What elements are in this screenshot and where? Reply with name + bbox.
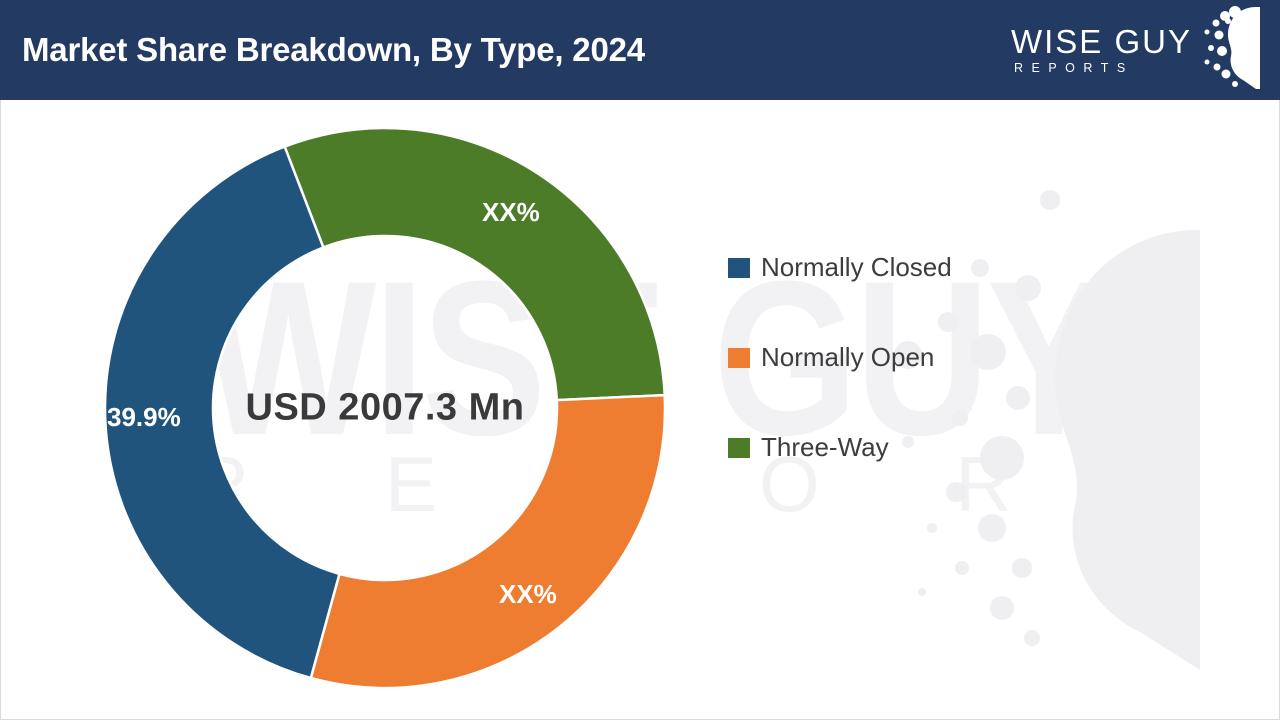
brand-logo-text: WISE GUY REPORTS — [1011, 25, 1192, 75]
legend-item-three-way: Three-Way — [728, 432, 952, 462]
brand-subtitle: REPORTS — [1013, 61, 1134, 76]
watermark-face-icon — [860, 140, 1200, 685]
donut-slice-normally-open — [309, 393, 667, 690]
donut-slice-normally-closed — [103, 145, 341, 680]
legend-swatch-normally-open — [728, 347, 750, 368]
legend-item-normally-closed: Normally Closed — [728, 252, 952, 282]
legend-swatch-three-way — [728, 437, 750, 458]
face-profile-icon — [1198, 5, 1260, 95]
donut-chart — [103, 126, 667, 690]
legend-swatch-normally-closed — [728, 257, 750, 278]
donut-slice-three-way — [283, 126, 666, 402]
background-watermark: WISE GUY R E P O R T S — [0, 100, 1280, 720]
brand-logo: WISE GUY REPORTS — [1011, 5, 1260, 95]
brand-name: WISE GUY — [1010, 23, 1192, 61]
legend-label-three-way: Three-Way — [761, 432, 889, 462]
legend-item-normally-open: Normally Open — [728, 342, 952, 372]
slice-label-normally-closed: 39.9% — [107, 402, 181, 432]
slice-label-normally-open: XX% — [499, 579, 557, 609]
chart-legend: Normally Closed Normally Open Three-Way — [728, 252, 952, 524]
page-title: Market Share Breakdown, By Type, 2024 — [22, 31, 645, 68]
header-bar: Market Share Breakdown, By Type, 2024 WI… — [0, 0, 1280, 100]
slice-label-three-way: XX% — [482, 197, 540, 227]
legend-label-normally-closed: Normally Closed — [761, 252, 952, 282]
donut-center-value: USD 2007.3 Mn — [245, 386, 525, 429]
legend-label-normally-open: Normally Open — [761, 342, 935, 372]
